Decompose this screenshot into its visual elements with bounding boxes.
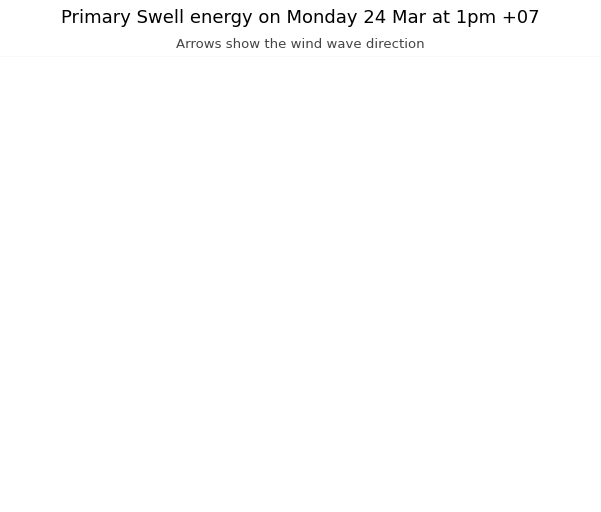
Text: cartopy required: cartopy required bbox=[243, 278, 358, 292]
Text: Primary Swell energy on Monday 24 Mar at 1pm +07: Primary Swell energy on Monday 24 Mar at… bbox=[61, 9, 540, 27]
Text: Arrows show the wind wave direction: Arrows show the wind wave direction bbox=[176, 38, 425, 51]
